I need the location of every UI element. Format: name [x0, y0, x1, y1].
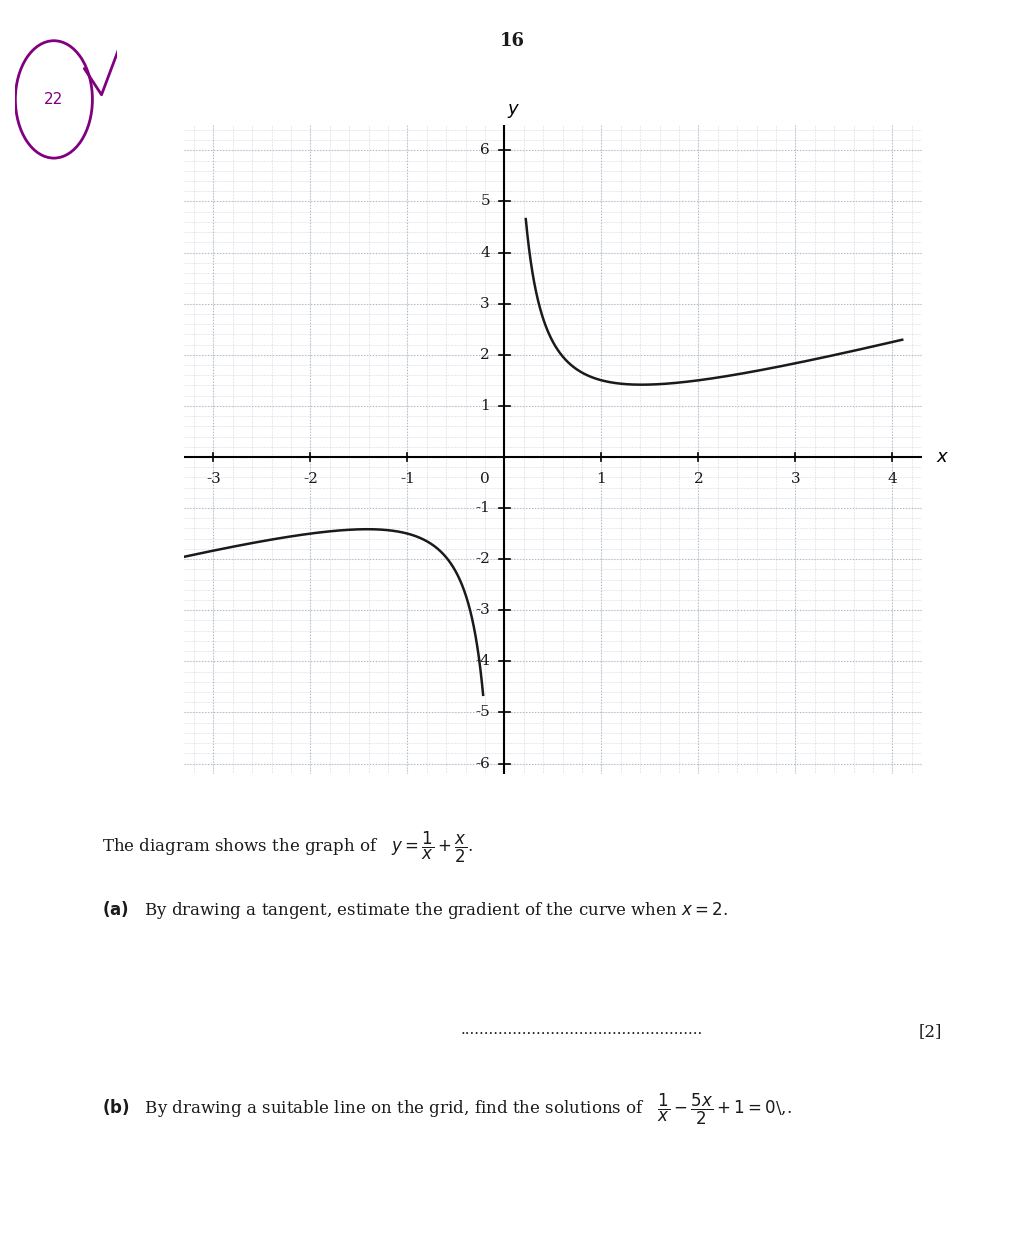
- Text: $\mathbf{(b)}$   By drawing a suitable line on the grid, find the solutions of  : $\mathbf{(b)}$ By drawing a suitable lin…: [102, 1092, 793, 1127]
- Text: 16: 16: [500, 32, 524, 50]
- Text: 4: 4: [480, 246, 489, 260]
- Text: -1: -1: [475, 500, 489, 515]
- Text: $x$: $x$: [936, 448, 949, 466]
- Text: -5: -5: [475, 705, 489, 719]
- Text: $y$: $y$: [508, 101, 521, 120]
- Text: 3: 3: [480, 297, 489, 311]
- Text: 5: 5: [480, 195, 489, 208]
- Text: -4: -4: [475, 654, 489, 669]
- Text: -6: -6: [475, 756, 489, 770]
- Text: 0: 0: [480, 472, 489, 487]
- Text: The diagram shows the graph of   $y = \dfrac{1}{x} + \dfrac{x}{2}$.: The diagram shows the graph of $y = \dfr…: [102, 830, 473, 865]
- Text: 3: 3: [791, 472, 801, 487]
- Text: -2: -2: [303, 472, 317, 487]
- Text: -1: -1: [400, 472, 415, 487]
- Text: 1: 1: [597, 472, 606, 487]
- Text: -2: -2: [475, 552, 489, 567]
- Text: 22: 22: [44, 92, 63, 107]
- Text: [2]: [2]: [919, 1023, 942, 1041]
- Text: 4: 4: [888, 472, 897, 487]
- Text: 6: 6: [480, 144, 489, 157]
- Text: -3: -3: [206, 472, 221, 487]
- Text: 2: 2: [480, 348, 489, 362]
- Text: -3: -3: [475, 603, 489, 618]
- Text: $\mathbf{(a)}$   By drawing a tangent, estimate the gradient of the curve when $: $\mathbf{(a)}$ By drawing a tangent, est…: [102, 899, 728, 921]
- Text: 1: 1: [480, 399, 489, 413]
- Text: 2: 2: [693, 472, 703, 487]
- Text: ...................................................: ........................................…: [461, 1023, 703, 1037]
